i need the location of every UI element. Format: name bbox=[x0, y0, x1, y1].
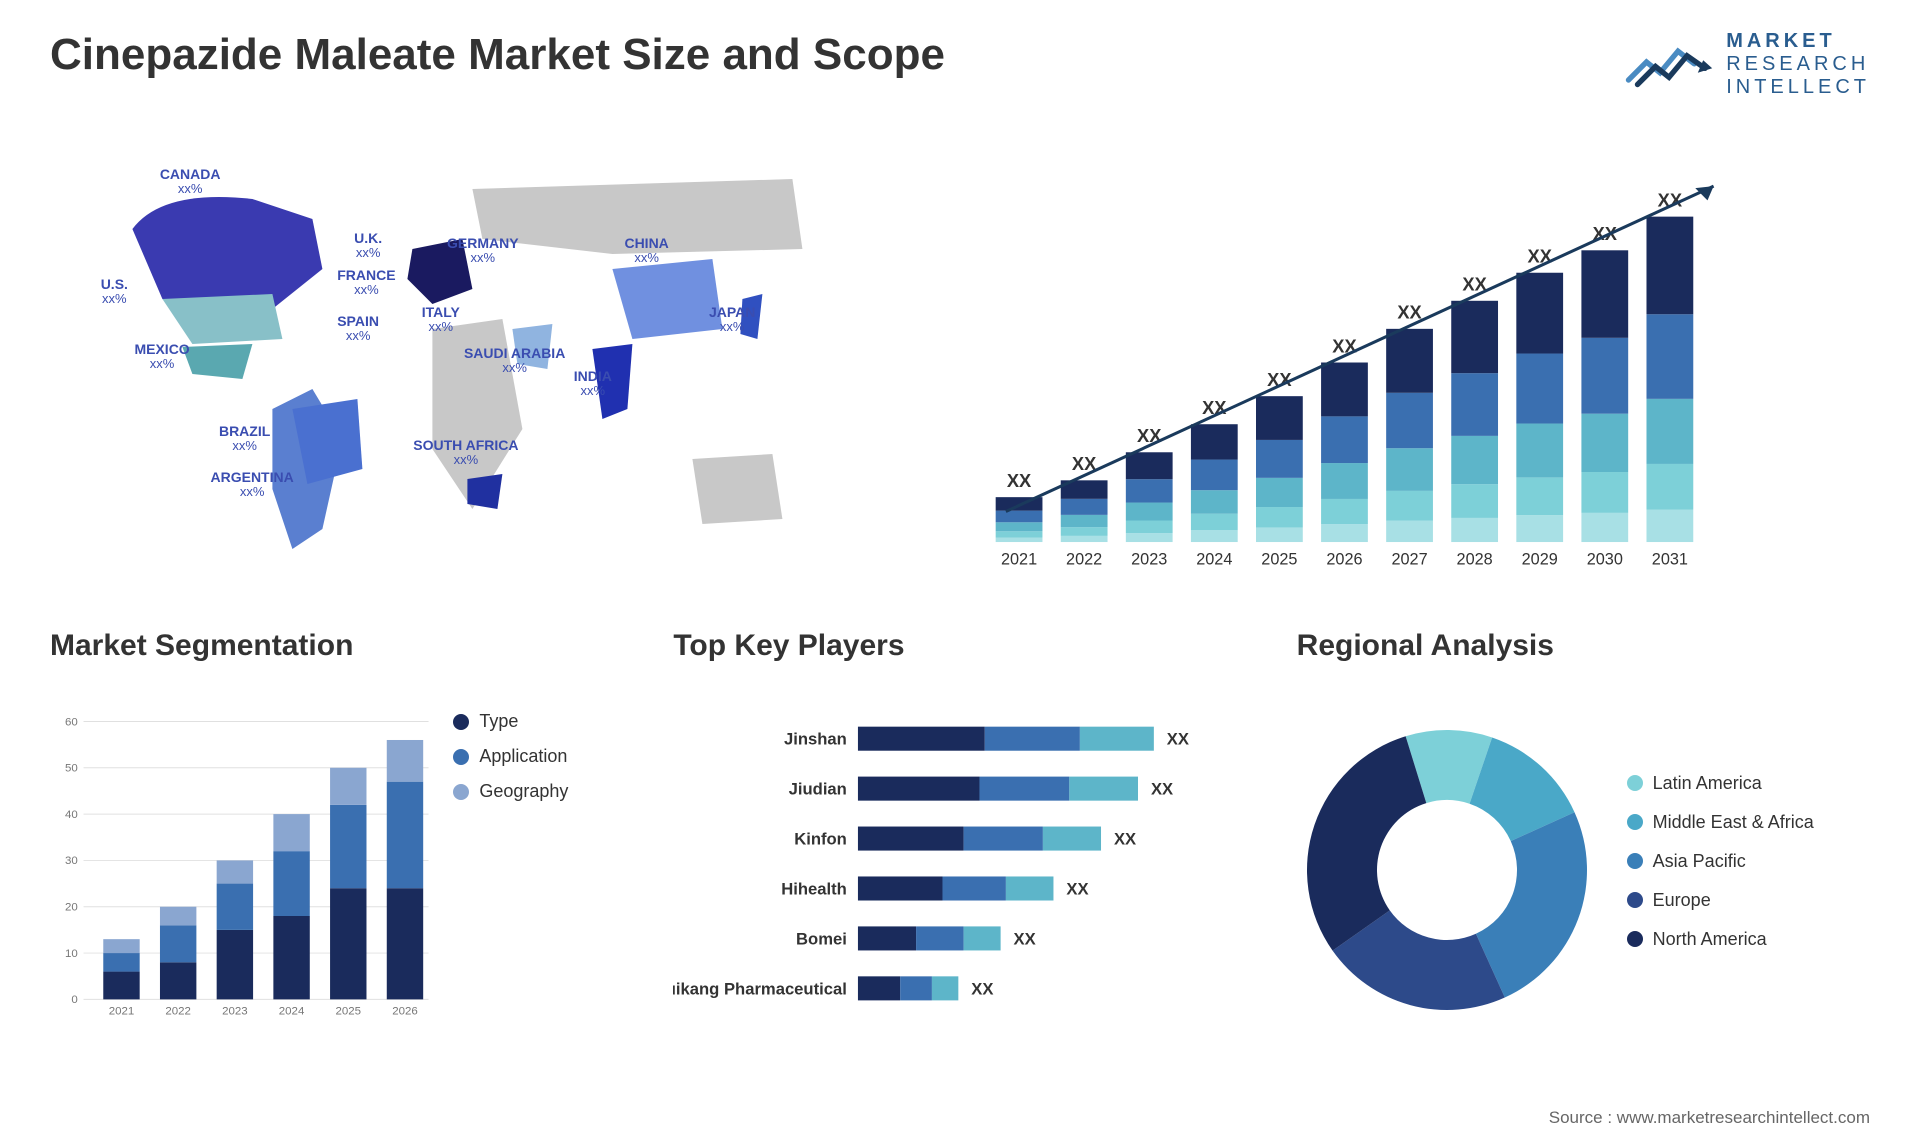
regional-legend: Latin America Middle East & Africa Asia Pa… bbox=[1627, 773, 1814, 968]
svg-text:2021: 2021 bbox=[109, 1006, 135, 1018]
svg-text:XX: XX bbox=[1007, 470, 1032, 491]
svg-text:40: 40 bbox=[65, 809, 78, 821]
svg-text:50: 50 bbox=[65, 763, 78, 775]
svg-text:2022: 2022 bbox=[1066, 550, 1102, 568]
map-label-brazil: BRAZILxx% bbox=[219, 423, 270, 454]
logo-line1: MARKET bbox=[1726, 30, 1870, 53]
svg-text:2023: 2023 bbox=[222, 1006, 248, 1018]
svg-text:XX: XX bbox=[1151, 780, 1173, 799]
svg-text:30: 30 bbox=[65, 855, 78, 867]
svg-text:Jinshan: Jinshan bbox=[784, 730, 847, 749]
logo-line3: INTELLECT bbox=[1726, 76, 1870, 99]
header: Cinepazide Maleate Market Size and Scope… bbox=[50, 30, 1870, 99]
segmentation-panel: Market Segmentation 0 10 20 30 40 50 60 2021 202… bbox=[50, 629, 623, 1059]
map-label-italy: ITALYxx% bbox=[422, 304, 460, 335]
svg-text:XX: XX bbox=[1067, 880, 1089, 899]
svg-text:Huikang Pharmaceutical: Huikang Pharmaceutical bbox=[673, 979, 847, 998]
regional-title: Regional Analysis bbox=[1297, 629, 1870, 663]
legend-geography: Geography bbox=[453, 781, 623, 802]
svg-text:Hihealth: Hihealth bbox=[782, 880, 848, 899]
svg-text:XX: XX bbox=[1114, 830, 1136, 849]
legend-application: Application bbox=[453, 746, 623, 767]
legend-type: Type bbox=[453, 711, 623, 732]
legend-asia-pacific: Asia Pacific bbox=[1627, 851, 1814, 872]
map-label-u-k-: U.K.xx% bbox=[354, 230, 382, 261]
map-label-canada: CANADAxx% bbox=[160, 166, 221, 197]
svg-text:XX: XX bbox=[1397, 302, 1422, 323]
svg-text:2023: 2023 bbox=[1131, 550, 1167, 568]
svg-text:2031: 2031 bbox=[1652, 550, 1688, 568]
source-credit: Source : www.marketresearchintellect.com bbox=[1549, 1108, 1870, 1128]
top-row: CANADAxx% U.S.xx% MEXICOxx% BRAZILxx% ARGENT… bbox=[50, 129, 1870, 589]
key-players-chart: Jinshan XX Jiudian XX Kinfon XX Hihealth XX Bome… bbox=[673, 681, 1246, 1059]
key-players-title: Top Key Players bbox=[673, 629, 1246, 663]
map-label-saudi-arabia: SAUDI ARABIAxx% bbox=[464, 345, 565, 376]
svg-text:2026: 2026 bbox=[1326, 550, 1362, 568]
svg-text:2028: 2028 bbox=[1456, 550, 1492, 568]
legend-latin-america: Latin America bbox=[1627, 773, 1814, 794]
forecast-chart: XX2021XX2022XX2023XX2024XX2025XX2026XX20… bbox=[955, 129, 1870, 589]
segmentation-title: Market Segmentation bbox=[50, 629, 623, 663]
svg-text:2025: 2025 bbox=[335, 1006, 361, 1018]
logo-icon bbox=[1624, 32, 1714, 97]
svg-text:2024: 2024 bbox=[1196, 550, 1232, 568]
map-label-u-s-: U.S.xx% bbox=[101, 276, 128, 307]
segmentation-legend: Type Application Geography bbox=[453, 681, 623, 1059]
svg-text:60: 60 bbox=[65, 716, 78, 728]
svg-text:XX: XX bbox=[972, 979, 994, 998]
regional-panel: Regional Analysis Latin America Middle Ea… bbox=[1297, 629, 1870, 1059]
svg-text:2024: 2024 bbox=[279, 1006, 305, 1018]
svg-text:10: 10 bbox=[65, 948, 78, 960]
map-label-china: CHINAxx% bbox=[624, 235, 668, 266]
svg-text:2027: 2027 bbox=[1391, 550, 1427, 568]
map-label-mexico: MEXICOxx% bbox=[134, 341, 189, 372]
logo-line2: RESEARCH bbox=[1726, 53, 1870, 76]
segmentation-chart: 0 10 20 30 40 50 60 2021 2022 2023 2024 2025 2026 bbox=[50, 681, 433, 1059]
map-label-india: INDIAxx% bbox=[574, 368, 612, 399]
svg-text:2026: 2026 bbox=[392, 1006, 418, 1018]
map-label-south-africa: SOUTH AFRICAxx% bbox=[413, 437, 518, 468]
svg-text:Bomei: Bomei bbox=[796, 929, 847, 948]
svg-text:Kinfon: Kinfon bbox=[795, 830, 848, 849]
svg-text:2022: 2022 bbox=[165, 1006, 191, 1018]
svg-text:0: 0 bbox=[71, 994, 77, 1006]
legend-middle-east-africa: Middle East & Africa bbox=[1627, 812, 1814, 833]
map-label-spain: SPAINxx% bbox=[337, 313, 379, 344]
logo-text: MARKET RESEARCH INTELLECT bbox=[1726, 30, 1870, 99]
map-label-france: FRANCExx% bbox=[337, 267, 395, 298]
svg-text:XX: XX bbox=[1167, 730, 1189, 749]
legend-north-america: North America bbox=[1627, 929, 1814, 950]
regional-donut bbox=[1297, 720, 1597, 1020]
world-map: CANADAxx% U.S.xx% MEXICOxx% BRAZILxx% ARGENT… bbox=[50, 129, 895, 589]
svg-text:2029: 2029 bbox=[1521, 550, 1557, 568]
brand-logo: MARKET RESEARCH INTELLECT bbox=[1624, 30, 1870, 99]
map-label-japan: JAPANxx% bbox=[709, 304, 755, 335]
bottom-row: Market Segmentation 0 10 20 30 40 50 60 2021 202… bbox=[50, 629, 1870, 1059]
svg-text:20: 20 bbox=[65, 902, 78, 914]
legend-europe: Europe bbox=[1627, 890, 1814, 911]
svg-text:2025: 2025 bbox=[1261, 550, 1297, 568]
svg-text:Jiudian: Jiudian bbox=[789, 780, 847, 799]
svg-text:2021: 2021 bbox=[1001, 550, 1037, 568]
svg-text:2030: 2030 bbox=[1586, 550, 1622, 568]
svg-text:XX: XX bbox=[1014, 929, 1036, 948]
map-label-germany: GERMANYxx% bbox=[447, 235, 519, 266]
map-label-argentina: ARGENTINAxx% bbox=[211, 469, 294, 500]
page-title: Cinepazide Maleate Market Size and Scope bbox=[50, 30, 945, 80]
key-players-panel: Top Key Players Jinshan XX Jiudian XX Kinfon… bbox=[673, 629, 1246, 1059]
